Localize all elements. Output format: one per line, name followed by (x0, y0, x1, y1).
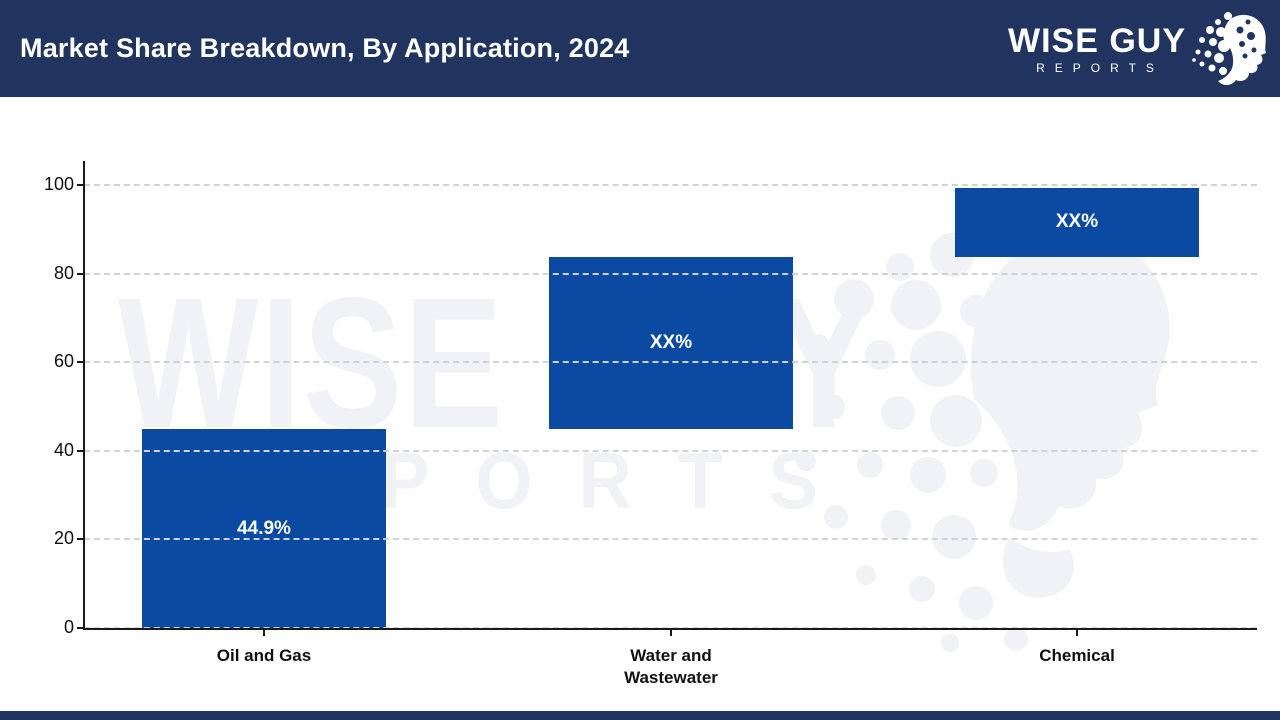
y-tick-mark (77, 184, 85, 186)
x-category-label: Water and Wastewater (541, 645, 801, 689)
x-tick-mark (1076, 629, 1078, 636)
bar-water-and-wastewater[interactable]: XX% (549, 256, 793, 430)
y-tick-mark (77, 538, 85, 541)
brand-subtitle: REPORTS (1036, 60, 1164, 75)
gridline-y-100 (84, 184, 1257, 186)
x-category-label-line: Wastewater (624, 668, 718, 687)
y-tick-mark (77, 449, 85, 452)
brand-name: WISE GUY (1008, 21, 1187, 60)
y-tick-label: 0 (63, 617, 74, 637)
gridline-y-20 (84, 538, 1257, 541)
bar-value-label: 44.9% (237, 517, 291, 539)
x-category-label-line: Chemical (1039, 646, 1115, 665)
watermark-head-profile-icon (796, 232, 1170, 652)
y-tick-label: 40 (53, 439, 74, 460)
x-category-label: Oil and Gas (134, 645, 394, 667)
gridline-y-60 (84, 361, 1257, 364)
x-axis-line (83, 628, 1257, 630)
x-category-label-line: Oil and Gas (216, 646, 312, 665)
y-tick-label: 60 (53, 351, 74, 372)
dotted-head-profile-icon (1192, 12, 1267, 86)
x-tick-mark (263, 629, 265, 636)
y-tick-label: 20 (53, 528, 74, 549)
header-bar: Market Share Breakdown, By Application, … (0, 0, 1280, 97)
x-category-label: Chemical (947, 645, 1207, 667)
x-category-label-line: Water and (630, 646, 712, 665)
bar-oil-and-gas[interactable]: 44.9% (142, 429, 386, 628)
bar-value-label: XX% (649, 331, 693, 353)
chart-canvas: WISE GUY REPORTS 0 20 40 60 80 100 44.9% XX% XX%… (0, 97, 1280, 711)
page-title: Market Share Breakdown, By Application, … (20, 33, 630, 63)
gridline-y-40 (84, 449, 1257, 452)
y-tick-label: 100 (43, 174, 74, 194)
y-tick-mark (77, 361, 85, 364)
bar-value-label: XX% (1055, 211, 1099, 233)
y-tick-label: 80 (53, 262, 74, 283)
y-tick-mark (77, 627, 85, 629)
y-tick-mark (77, 272, 85, 275)
brand-logo-text: WISE GUY REPORTS (1008, 24, 1186, 75)
gridline-y-80 (84, 272, 1257, 275)
x-tick-mark (670, 629, 672, 636)
bar-chemical[interactable]: XX% (955, 188, 1199, 257)
brand-logo: WISE GUY REPORTS (1008, 8, 1270, 90)
y-axis-line (83, 161, 85, 630)
footer-bar (0, 711, 1280, 720)
